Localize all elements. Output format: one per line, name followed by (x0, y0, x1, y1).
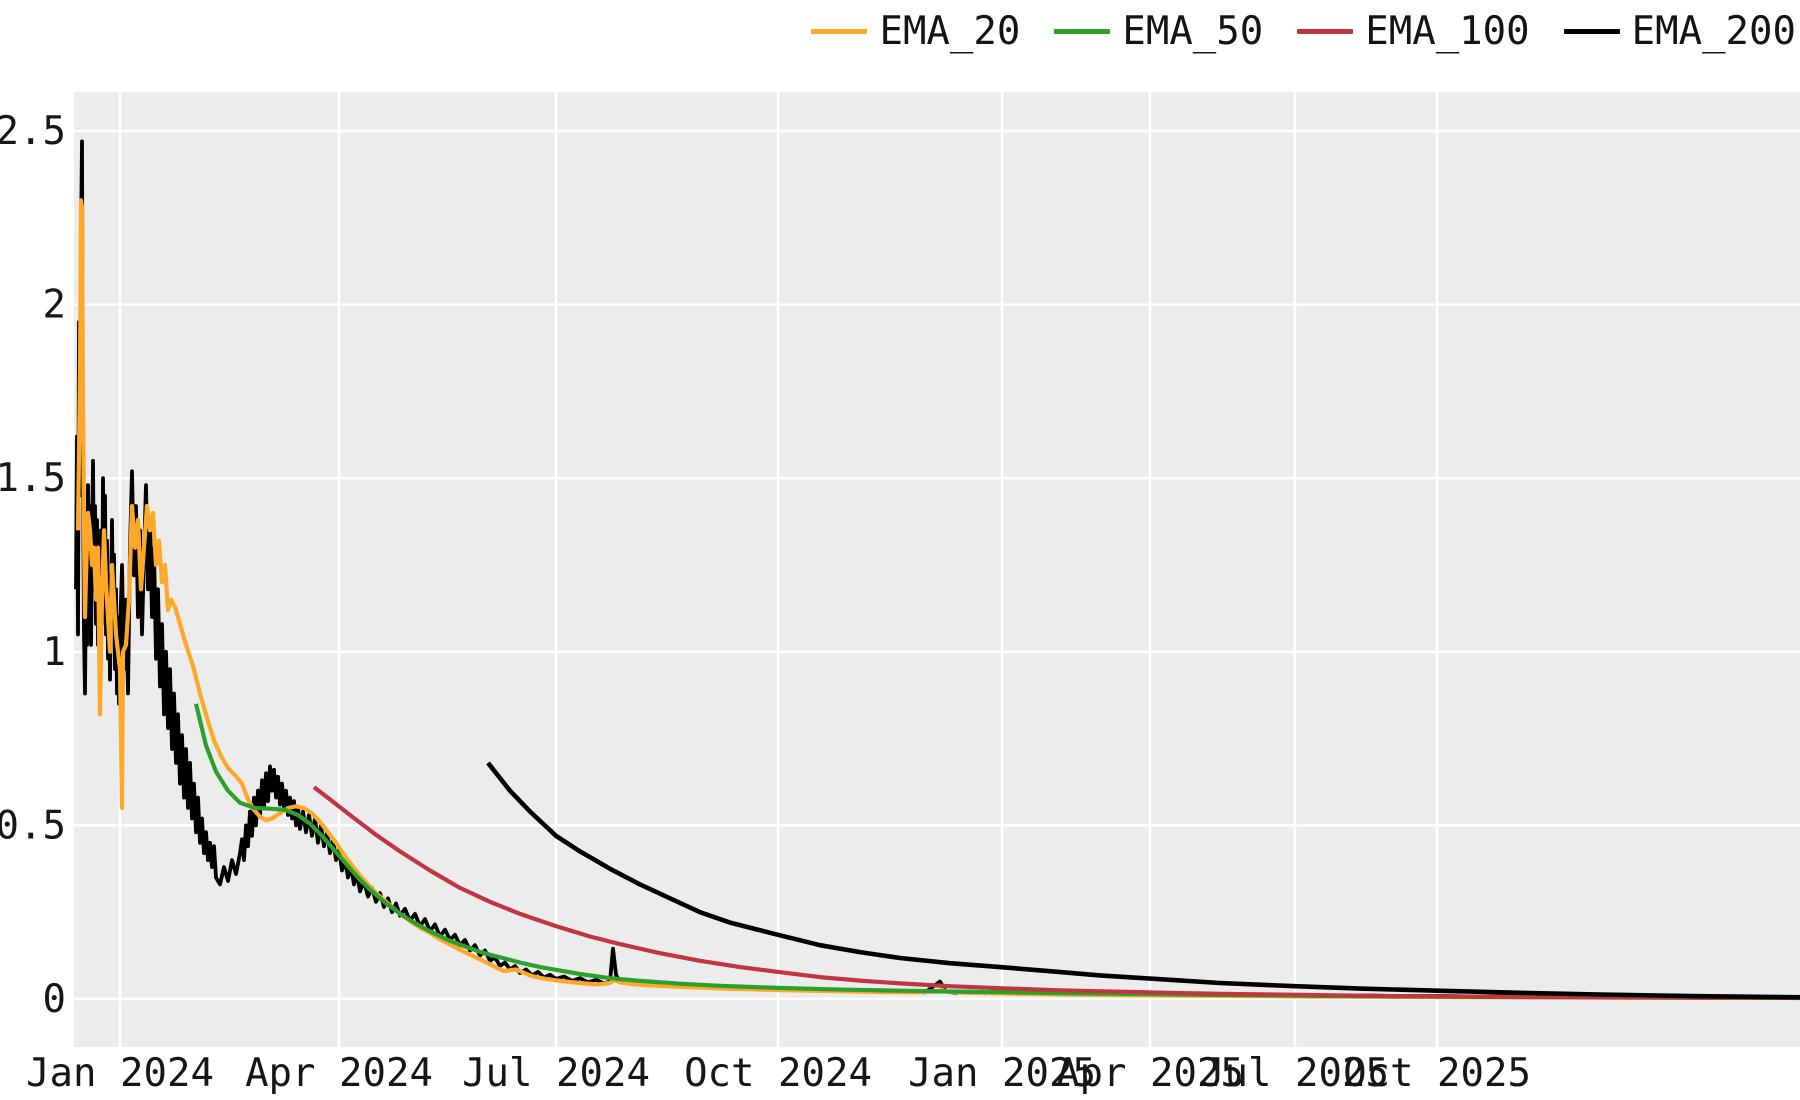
x-tick-label: Oct 2024 (684, 1051, 872, 1096)
y-tick-label: 0 (43, 977, 66, 1022)
ema-50-line-swatch-icon (1054, 29, 1111, 34)
series-lines (74, 139, 1800, 1001)
legend-label-ema-20: EMA_20 (879, 9, 1021, 54)
legend-label-ema-50: EMA_50 (1122, 9, 1264, 54)
x-axis-tick-labels: Jan 2024 Apr 2024 Jul 2024 Oct 2024 Jan 2025… (26, 1051, 1531, 1096)
y-tick-label: 1.5 (0, 456, 66, 501)
ema-100-line-swatch-icon (1297, 29, 1354, 34)
y-tick-label: 1 (43, 630, 66, 675)
plot-background (74, 92, 1800, 1047)
x-tick-label: Jan 2025 (908, 1051, 1096, 1096)
ema-200-line-swatch-icon (1563, 29, 1620, 34)
y-tick-label: 0.5 (0, 803, 66, 848)
legend-item-ema-50: EMA_50 (1054, 12, 1263, 51)
x-tick-label: Jul 2024 (462, 1051, 650, 1096)
legend-label-ema-100: EMA_100 (1365, 9, 1530, 54)
series-line-ema_100 (312, 785, 1800, 1000)
x-tick-label: Jan 2024 (26, 1051, 214, 1096)
series-line-ema_200 (486, 761, 1800, 1000)
y-tick-label: 2 (43, 283, 66, 328)
y-tick-label: 2.5 (0, 109, 66, 154)
y-axis-tick-labels: 0 0.5 1 1.5 2 2.5 (0, 109, 66, 1022)
legend-item-ema-100: EMA_100 (1297, 9, 1530, 54)
x-tick-label: Jul 2025 (1201, 1051, 1389, 1096)
x-tick-label: Oct 2025 (1343, 1051, 1531, 1096)
gridlines (74, 92, 1800, 1047)
x-tick-label: Apr 2024 (245, 1051, 433, 1096)
x-tick-label: Apr 2025 (1056, 1051, 1244, 1096)
legend-item-ema-20: EMA_20 (811, 12, 1020, 51)
legend-label-ema-200: EMA_200 (1631, 9, 1796, 54)
legend: EMA_20 EMA_50 EMA_100 EMA_200 (811, 12, 1796, 51)
legend-item-ema-200: EMA_200 (1563, 9, 1796, 54)
ema-20-line-swatch-icon (811, 29, 868, 34)
